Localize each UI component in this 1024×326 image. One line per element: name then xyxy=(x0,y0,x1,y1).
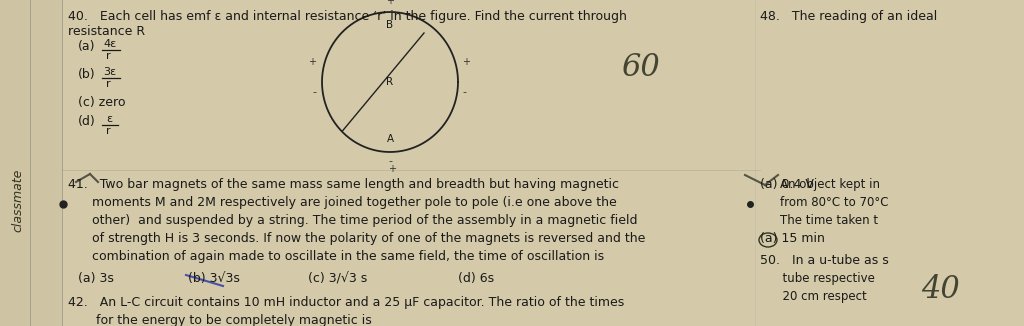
Text: (d): (d) xyxy=(78,115,96,128)
Text: 20 cm respect: 20 cm respect xyxy=(760,290,866,303)
Text: +: + xyxy=(462,57,470,67)
Text: R: R xyxy=(386,77,393,87)
Text: +: + xyxy=(388,164,396,174)
Text: tube respective: tube respective xyxy=(760,272,874,285)
Bar xyxy=(0,0,62,326)
Text: 41.   Two bar magnets of the same mass same length and breadth but having magnet: 41. Two bar magnets of the same mass sam… xyxy=(68,178,618,191)
Text: (c) 3/√3 s: (c) 3/√3 s xyxy=(308,272,368,285)
Text: (a): (a) xyxy=(78,40,95,53)
Text: 60: 60 xyxy=(621,52,659,83)
Text: moments M and 2M respectively are joined together pole to pole (i.e one above th: moments M and 2M respectively are joined… xyxy=(68,196,616,209)
Text: -: - xyxy=(312,87,316,97)
Text: combination of again made to oscillate in the same field, the time of oscillatio: combination of again made to oscillate i… xyxy=(68,250,604,263)
Text: r: r xyxy=(106,126,111,136)
Text: The time taken t: The time taken t xyxy=(780,214,879,227)
Text: A: A xyxy=(386,134,393,144)
Text: (b) 3√3s: (b) 3√3s xyxy=(188,272,240,285)
Text: 40: 40 xyxy=(921,274,959,305)
Text: B: B xyxy=(386,20,393,30)
Text: -: - xyxy=(462,87,466,97)
Text: 3ε: 3ε xyxy=(103,67,116,77)
Text: from 80°C to 70°C: from 80°C to 70°C xyxy=(780,196,889,209)
Text: (a) 3s: (a) 3s xyxy=(78,272,114,285)
Text: 40.   Each cell has emf ε and internal resistance ‘r’ in the figure. Find the cu: 40. Each cell has emf ε and internal res… xyxy=(68,10,627,23)
Text: other)  and suspended by a string. The time period of the assembly in a magnetic: other) and suspended by a string. The ti… xyxy=(68,214,638,227)
Text: -: - xyxy=(388,156,392,166)
Text: (c) zero: (c) zero xyxy=(78,96,126,109)
Text: 50.   In a u-tube as s: 50. In a u-tube as s xyxy=(760,254,889,267)
Text: 48.   The reading of an ideal: 48. The reading of an ideal xyxy=(760,10,937,23)
Text: (a) 15 min: (a) 15 min xyxy=(760,232,825,245)
Text: r: r xyxy=(106,79,111,89)
Text: of strength H is 3 seconds. If now the polarity of one of the magnets is reverse: of strength H is 3 seconds. If now the p… xyxy=(68,232,645,245)
Text: ε: ε xyxy=(106,114,112,124)
Text: resistance R: resistance R xyxy=(68,25,145,38)
Text: r: r xyxy=(106,51,111,61)
Text: (a) 0.4 V: (a) 0.4 V xyxy=(760,178,814,191)
Text: for the energy to be completely magnetic is: for the energy to be completely magnetic… xyxy=(68,314,372,326)
Text: An object kept in: An object kept in xyxy=(780,178,880,191)
Text: (d) 6s: (d) 6s xyxy=(458,272,495,285)
Text: +: + xyxy=(386,0,394,6)
Text: classmate: classmate xyxy=(11,168,25,232)
Text: 42.   An L-C circuit contains 10 mH inductor and a 25 μF capacitor. The ratio of: 42. An L-C circuit contains 10 mH induct… xyxy=(68,296,625,309)
Text: 4ε: 4ε xyxy=(103,39,117,49)
Text: +: + xyxy=(308,57,316,67)
Text: (b): (b) xyxy=(78,68,95,81)
